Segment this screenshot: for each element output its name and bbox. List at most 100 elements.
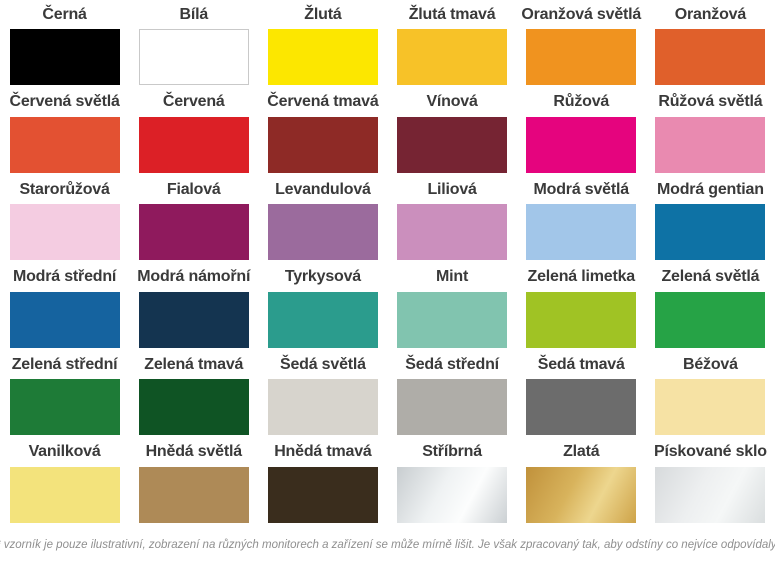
swatch-label: Šedá tmavá xyxy=(537,355,625,373)
swatch-cell: Pískované sklo xyxy=(646,438,775,526)
swatch-label: Zelená světlá xyxy=(661,268,760,285)
swatch-label: Levandulová xyxy=(275,180,371,198)
color-swatch xyxy=(267,291,378,348)
color-swatch xyxy=(526,466,637,523)
color-swatch xyxy=(655,291,766,348)
swatch-cell: Hnědá tmavá xyxy=(258,438,387,526)
swatch-label: Šedá střední xyxy=(405,355,499,373)
swatch-label: Šedá světlá xyxy=(279,355,366,373)
swatch-label: Modrá námořní xyxy=(137,268,251,285)
swatch-label: Pískované sklo xyxy=(654,443,767,460)
swatch-cell: Růžová světlá xyxy=(646,88,775,176)
swatch-cell: Červená xyxy=(129,88,258,176)
color-swatch xyxy=(655,379,766,435)
swatch-cell: Zelená limetka xyxy=(517,263,646,351)
color-swatch xyxy=(267,379,378,435)
color-swatch xyxy=(655,116,766,173)
swatch-label: Zelená tmavá xyxy=(144,355,244,373)
swatch-cell: Stříbrná xyxy=(388,438,517,526)
swatch-cell: Modrá střední xyxy=(0,263,129,351)
swatch-cell: Fialová xyxy=(129,175,258,263)
color-swatch xyxy=(138,379,249,435)
swatch-label: Vanilková xyxy=(28,443,101,460)
swatch-cell: Zlatá xyxy=(517,438,646,526)
color-swatch xyxy=(9,29,120,85)
color-swatch xyxy=(526,379,637,435)
swatch-cell: Vanilková xyxy=(0,438,129,526)
color-swatch xyxy=(138,466,249,523)
swatch-label: Modrá střední xyxy=(12,268,117,285)
swatch-label: Liliová xyxy=(427,180,477,198)
swatch-label: Mint xyxy=(436,268,469,285)
swatch-label: Vínová xyxy=(426,93,478,110)
color-swatch xyxy=(655,29,766,85)
color-swatch xyxy=(138,29,249,85)
swatch-label: Starorůžová xyxy=(19,180,110,198)
swatch-label: Černá xyxy=(42,5,87,23)
swatch-label: Modrá světlá xyxy=(533,180,630,198)
swatch-cell: Bílá xyxy=(129,0,258,88)
color-swatch xyxy=(138,291,249,348)
swatch-cell: Mint xyxy=(388,263,517,351)
color-swatch xyxy=(397,291,508,348)
color-swatch xyxy=(9,204,120,260)
footnote-bar: * vzorník je pouze ilustrativní, zobraze… xyxy=(0,525,775,564)
swatch-cell: Růžová xyxy=(517,88,646,176)
color-swatch xyxy=(526,29,637,85)
swatch-cell: Zelená střední xyxy=(0,350,129,438)
color-swatch xyxy=(397,204,508,260)
swatch-label: Červená tmavá xyxy=(267,93,379,110)
swatch-cell: Červená světlá xyxy=(0,88,129,176)
swatch-label: Červená xyxy=(162,93,225,110)
swatch-label: Hnědá tmavá xyxy=(274,443,372,460)
color-swatch xyxy=(397,379,508,435)
swatch-label: Žlutá tmavá xyxy=(408,5,496,23)
color-swatch xyxy=(267,116,378,173)
color-swatch xyxy=(267,29,378,85)
color-swatch xyxy=(9,466,120,523)
swatch-label: Zelená limetka xyxy=(527,268,636,285)
swatch-label: Stříbrná xyxy=(422,443,482,460)
swatch-cell: Starorůžová xyxy=(0,175,129,263)
swatch-cell: Modrá námořní xyxy=(129,263,258,351)
swatch-label: Tyrkysová xyxy=(284,268,361,285)
color-swatch xyxy=(138,116,249,173)
swatch-cell: Tyrkysová xyxy=(258,263,387,351)
swatch-label: Zlatá xyxy=(563,443,600,460)
color-swatch xyxy=(9,291,120,348)
swatch-cell: Vínová xyxy=(388,88,517,176)
color-swatch xyxy=(397,116,508,173)
swatch-label: Oranžová xyxy=(674,5,747,23)
swatch-cell: Zelená světlá xyxy=(646,263,775,351)
swatch-cell: Žlutá tmavá xyxy=(388,0,517,88)
swatch-label: Hnědá světlá xyxy=(145,443,243,460)
swatch-cell: Hnědá světlá xyxy=(129,438,258,526)
color-swatch xyxy=(526,291,637,348)
color-swatch xyxy=(138,204,249,260)
swatch-label: Bílá xyxy=(179,5,209,23)
swatch-label: Zelená střední xyxy=(11,355,118,373)
swatch-cell: Černá xyxy=(0,0,129,88)
color-swatch xyxy=(397,29,508,85)
swatch-label: Žlutá xyxy=(304,5,342,23)
swatch-cell: Levandulová xyxy=(258,175,387,263)
swatch-cell: Modrá světlá xyxy=(517,175,646,263)
color-swatch xyxy=(267,204,378,260)
swatch-label: Růžová světlá xyxy=(658,93,763,110)
swatch-cell: Šedá střední xyxy=(388,350,517,438)
swatch-cell: Šedá tmavá xyxy=(517,350,646,438)
disclaimer-text: * vzorník je pouze ilustrativní, zobraze… xyxy=(0,538,775,551)
color-swatch xyxy=(9,379,120,435)
color-swatch xyxy=(267,466,378,523)
swatch-cell: Liliová xyxy=(388,175,517,263)
swatch-cell: Modrá gentian xyxy=(646,175,775,263)
swatch-label: Červená světlá xyxy=(9,93,120,110)
swatch-cell: Šedá světlá xyxy=(258,350,387,438)
color-swatch xyxy=(655,466,766,523)
swatch-cell: Oranžová světlá xyxy=(517,0,646,88)
color-swatch xyxy=(397,466,508,523)
color-swatch xyxy=(655,204,766,260)
color-swatch xyxy=(9,116,120,173)
color-swatch xyxy=(526,204,637,260)
swatch-label: Modrá gentian xyxy=(657,180,764,198)
